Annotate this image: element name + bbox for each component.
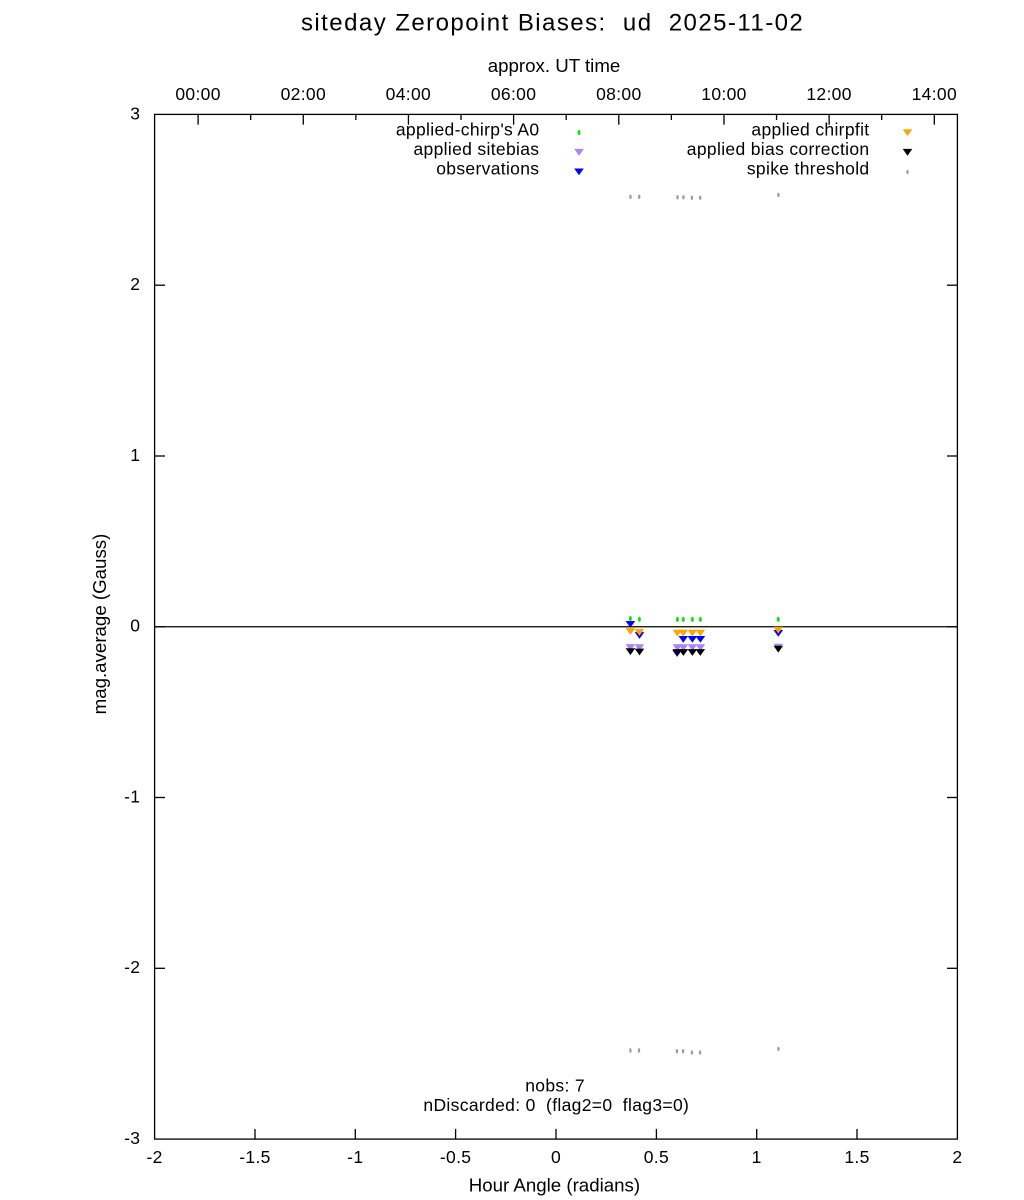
svg-text:-1: -1 bbox=[347, 1147, 363, 1167]
svg-text:applied chirpfit: applied chirpfit bbox=[751, 119, 869, 139]
svg-text:00:00: 00:00 bbox=[175, 84, 220, 104]
svg-text:-2: -2 bbox=[146, 1147, 162, 1167]
svg-text:04:00: 04:00 bbox=[386, 84, 431, 104]
svg-text:1.5: 1.5 bbox=[844, 1147, 869, 1167]
svg-text:06:00: 06:00 bbox=[491, 84, 536, 104]
svg-text:10:00: 10:00 bbox=[701, 84, 746, 104]
svg-text:2: 2 bbox=[130, 274, 140, 294]
svg-text:nobs: 7: nobs: 7 bbox=[525, 1075, 585, 1095]
svg-text:approx. UT time: approx. UT time bbox=[488, 55, 621, 76]
svg-text:0: 0 bbox=[130, 616, 140, 636]
svg-text:-1: -1 bbox=[124, 786, 140, 806]
svg-text:0: 0 bbox=[551, 1147, 561, 1167]
svg-text:-0.5: -0.5 bbox=[440, 1147, 471, 1167]
svg-text:0.5: 0.5 bbox=[644, 1147, 669, 1167]
svg-text:nDiscarded: 0 (flag2=0 flag3: nDiscarded: 0 (flag2=0 flag3=0) bbox=[423, 1095, 689, 1115]
svg-text:spike threshold: spike threshold bbox=[747, 159, 870, 179]
svg-text:applied sitebias: applied sitebias bbox=[413, 139, 539, 159]
svg-text:1: 1 bbox=[752, 1147, 762, 1167]
svg-text:-2: -2 bbox=[124, 957, 140, 977]
svg-text:14:00: 14:00 bbox=[912, 84, 957, 104]
svg-text:02:00: 02:00 bbox=[281, 84, 326, 104]
svg-text:observations: observations bbox=[436, 159, 539, 179]
svg-text:Hour Angle (radians): Hour Angle (radians) bbox=[469, 1175, 640, 1196]
svg-text:siteday Zeropoint Biases: ud: siteday Zeropoint Biases: ud 2025-11-02 bbox=[301, 9, 804, 36]
svg-text:08:00: 08:00 bbox=[596, 84, 641, 104]
svg-text:2: 2 bbox=[952, 1147, 962, 1167]
svg-text:3: 3 bbox=[130, 103, 140, 123]
svg-text:12:00: 12:00 bbox=[806, 84, 851, 104]
svg-text:1: 1 bbox=[130, 445, 140, 465]
svg-text:-1.5: -1.5 bbox=[239, 1147, 270, 1167]
svg-text:applied-chirp's A0: applied-chirp's A0 bbox=[396, 119, 540, 139]
svg-text:-3: -3 bbox=[124, 1128, 140, 1148]
svg-text:mag.average (Gauss): mag.average (Gauss) bbox=[89, 534, 110, 715]
svg-text:applied bias correction: applied bias correction bbox=[687, 139, 870, 159]
